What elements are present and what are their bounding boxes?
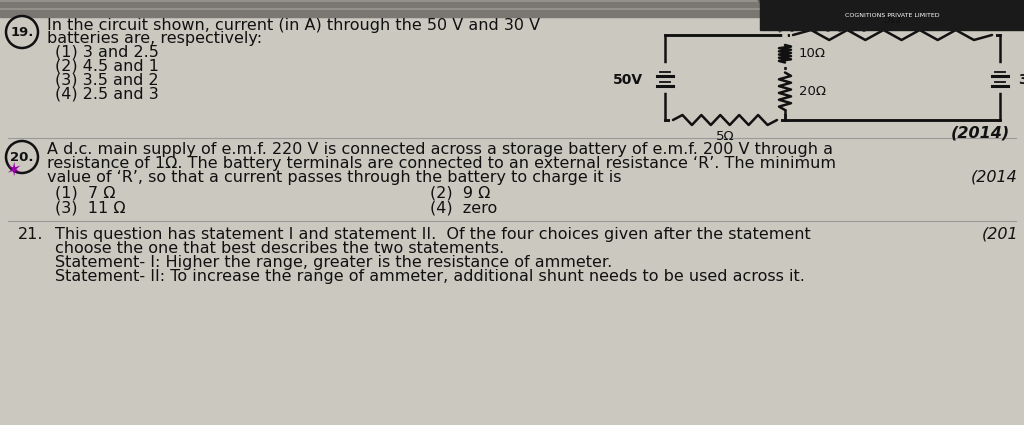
Circle shape xyxy=(6,141,38,173)
Text: (1) 3 and 2.5: (1) 3 and 2.5 xyxy=(55,45,159,60)
Text: (1)  7 Ω: (1) 7 Ω xyxy=(55,185,116,201)
Text: (2)  9 Ω: (2) 9 Ω xyxy=(430,185,490,201)
Text: 20.: 20. xyxy=(10,150,34,164)
Text: Statement- I: Higher the range, greater is the resistance of ammeter.: Statement- I: Higher the range, greater … xyxy=(55,255,612,269)
Text: (2) 4.5 and 1: (2) 4.5 and 1 xyxy=(55,59,159,74)
Text: (4) 2.5 and 3: (4) 2.5 and 3 xyxy=(55,87,159,102)
Text: 21.: 21. xyxy=(18,227,43,241)
Text: 30V: 30V xyxy=(1018,73,1024,87)
Text: COGNITIONS PRIVATE LIMITED: COGNITIONS PRIVATE LIMITED xyxy=(845,12,939,17)
Text: This question has statement I and statement II.  Of the four choices given after: This question has statement I and statem… xyxy=(55,227,811,241)
Bar xyxy=(760,0,1024,30)
Text: 10Ω: 10Ω xyxy=(799,47,826,60)
Text: (3) 3.5 and 2: (3) 3.5 and 2 xyxy=(55,73,159,88)
Text: value of ‘R’, so that a current passes through the battery to charge it is: value of ‘R’, so that a current passes t… xyxy=(47,170,622,184)
Text: (2014: (2014 xyxy=(971,170,1018,184)
Text: A d.c. main supply of e.m.f. 220 V is connected across a storage battery of e.m.: A d.c. main supply of e.m.f. 220 V is co… xyxy=(47,142,833,156)
Text: ✶: ✶ xyxy=(5,161,22,179)
Text: 50V: 50V xyxy=(613,73,643,87)
Text: Statement- II: To increase the range of ammeter, additional shunt needs to be us: Statement- II: To increase the range of … xyxy=(55,269,805,283)
Text: (3)  11 Ω: (3) 11 Ω xyxy=(55,201,126,215)
Text: (4)  zero: (4) zero xyxy=(430,201,498,215)
Text: choose the one that best describes the two statements.: choose the one that best describes the t… xyxy=(55,241,504,255)
Text: 20Ω: 20Ω xyxy=(799,85,826,98)
Text: batteries are, respectively:: batteries are, respectively: xyxy=(47,31,262,45)
Text: 5Ω: 5Ω xyxy=(716,130,734,143)
Text: (2014): (2014) xyxy=(950,125,1010,141)
Circle shape xyxy=(6,16,38,48)
Text: 19.: 19. xyxy=(10,26,34,39)
Text: 5Ω: 5Ω xyxy=(883,13,902,26)
Text: (201: (201 xyxy=(981,227,1018,241)
Bar xyxy=(0,0,1024,17)
Text: resistance of 1Ω. The battery terminals are connected to an external resistance : resistance of 1Ω. The battery terminals … xyxy=(47,156,836,170)
Text: In the circuit shown, current (in A) through the 50 V and 30 V: In the circuit shown, current (in A) thr… xyxy=(47,17,540,32)
